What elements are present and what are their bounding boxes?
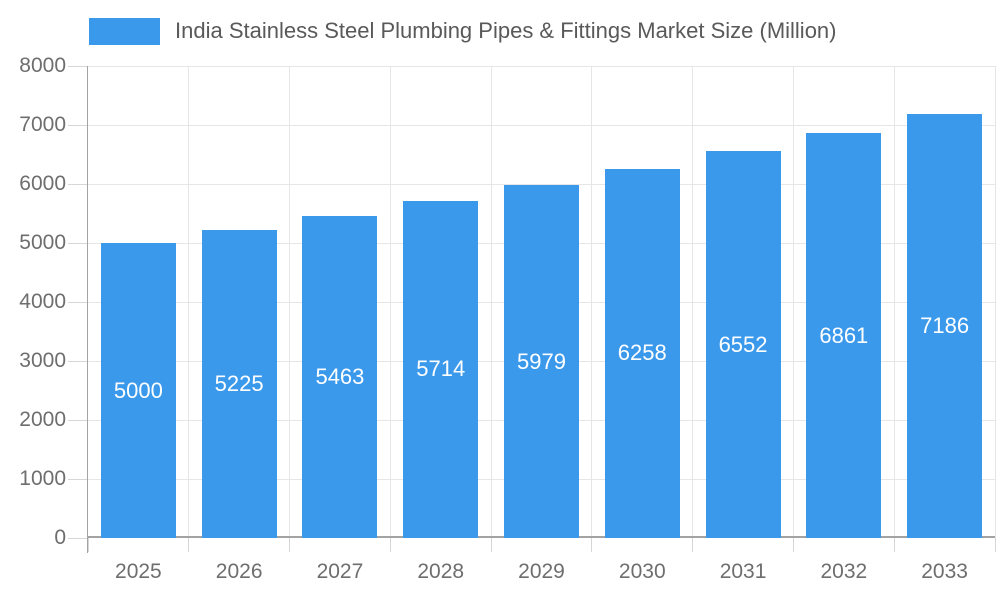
x-axis-label: 2033	[921, 560, 968, 583]
bar[interactable]: 6258	[604, 168, 680, 538]
x-axis-tick	[591, 538, 593, 552]
x-axis-tick	[792, 538, 794, 552]
bar[interactable]: 5000	[100, 243, 176, 538]
y-axis-tick	[68, 301, 88, 303]
bar-value-label: 5714	[416, 356, 466, 382]
bar-value-label: 5979	[517, 348, 566, 374]
bar[interactable]: 5225	[201, 229, 277, 538]
chart-title: India Stainless Steel Plumbing Pipes & F…	[175, 18, 837, 43]
bar[interactable]: 7186	[907, 114, 983, 538]
y-axis-label: 1000	[19, 467, 66, 490]
y-axis-tick	[68, 242, 88, 244]
y-gridline	[88, 124, 995, 126]
y-axis-tick	[68, 124, 88, 126]
x-axis-tick	[994, 538, 996, 552]
x-gridline	[591, 66, 593, 538]
x-gridline	[188, 66, 190, 538]
y-axis-tick	[68, 65, 88, 67]
x-axis-tick	[490, 538, 492, 552]
bar-value-label: 7186	[920, 313, 970, 338]
bar-value-label: 6552	[718, 331, 768, 357]
y-axis-label: 7000	[19, 113, 66, 136]
y-axis-tick	[68, 537, 88, 539]
legend-color-swatch	[89, 17, 160, 45]
x-axis-label: 2026	[215, 560, 263, 583]
y-axis-tick	[68, 360, 88, 362]
bar-value-label: 6258	[617, 340, 667, 366]
bar[interactable]: 5714	[403, 200, 479, 538]
y-gridline	[88, 183, 995, 185]
bar-value-label: 5463	[315, 363, 365, 389]
x-gridline	[994, 66, 996, 538]
y-axis-label: 3000	[19, 349, 66, 372]
y-axis-label: 0	[54, 526, 66, 549]
x-axis-label: 2027	[316, 560, 364, 583]
bar-value-label: 5000	[113, 377, 163, 403]
y-gridline	[88, 65, 995, 67]
x-axis-label: 2025	[115, 560, 162, 583]
x-axis-tick	[87, 538, 89, 552]
x-axis-label: 2031	[719, 560, 767, 583]
y-axis-label: 5000	[19, 231, 66, 254]
y-axis-label: 2000	[19, 408, 66, 431]
y-axis-label: 6000	[19, 172, 66, 195]
x-axis-tick	[188, 538, 190, 552]
x-gridline	[490, 66, 492, 538]
x-axis-label: 2030	[618, 560, 666, 583]
x-axis-label: 2028	[417, 560, 465, 583]
x-gridline	[893, 66, 895, 538]
y-axis-label: 4000	[19, 290, 66, 313]
bar-value-label: 6861	[819, 322, 869, 348]
x-gridline	[692, 66, 694, 538]
y-axis-tick	[68, 419, 88, 421]
x-axis-tick	[893, 538, 895, 552]
bar[interactable]: 6861	[806, 133, 882, 538]
x-gridline	[792, 66, 794, 538]
x-axis-tick	[289, 538, 291, 552]
x-gridline	[289, 66, 291, 538]
y-axis-label: 8000	[19, 54, 66, 77]
x-axis-label: 2029	[518, 560, 565, 583]
y-axis-line	[87, 66, 88, 553]
x-axis-tick	[692, 538, 694, 552]
bar[interactable]: 5979	[504, 185, 579, 538]
x-axis-tick	[389, 538, 391, 552]
x-gridline	[389, 66, 391, 538]
bar[interactable]: 5463	[302, 215, 378, 538]
bar[interactable]: 6552	[705, 151, 781, 538]
legend[interactable]: India Stainless Steel Plumbing Pipes & F…	[89, 16, 837, 46]
bar-value-label: 5225	[214, 370, 264, 396]
x-axis-label: 2032	[820, 560, 868, 583]
y-axis-tick	[68, 478, 88, 480]
y-axis-tick	[68, 183, 88, 185]
